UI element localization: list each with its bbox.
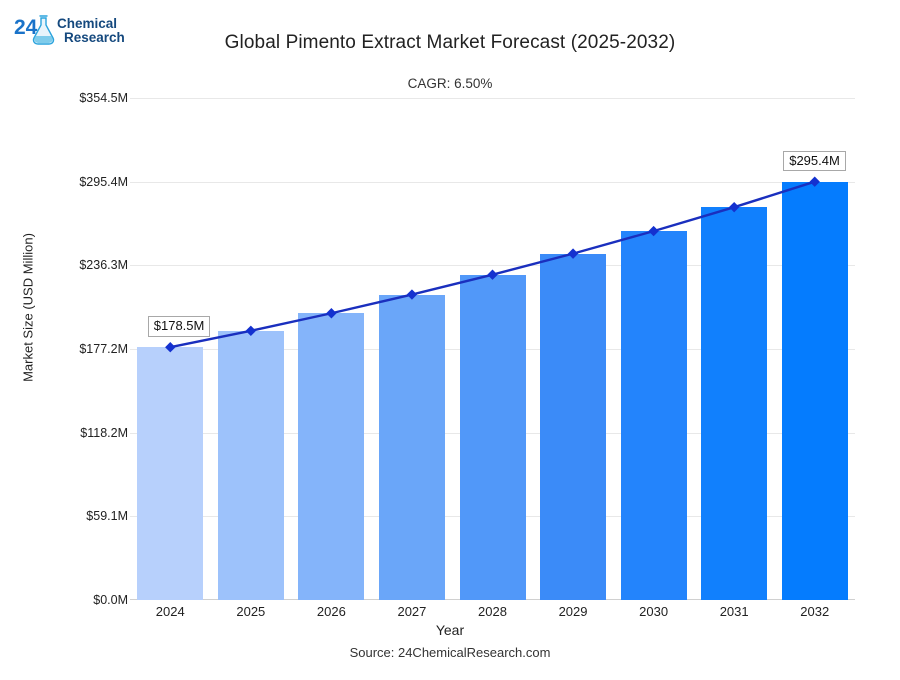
x-axis-tick-2024: 2024 <box>155 604 185 619</box>
gridline <box>130 181 855 183</box>
bar-2032[interactable] <box>781 181 848 600</box>
y-axis-tick-label: $177.2M <box>79 342 128 357</box>
line-marker-2028[interactable] <box>487 269 498 280</box>
line-marker-2027[interactable] <box>406 289 418 300</box>
line-marker-2026[interactable] <box>326 308 337 319</box>
svg-text:Chemical: Chemical <box>57 16 117 31</box>
gridline <box>130 98 855 99</box>
line-marker-2029[interactable] <box>567 248 579 259</box>
trend-line <box>170 180 816 349</box>
x-axis-tick-2032: 2032 <box>800 604 830 619</box>
y-axis-ticks: $0.0M $59.1M $118.2M $177.2M $236.3M $295.4M $… <box>0 91 128 607</box>
bar-2031[interactable] <box>701 207 768 600</box>
brand-logo: 24 Chemical Research <box>14 12 124 50</box>
line-marker-2030[interactable] <box>648 225 659 237</box>
line-marker-2031[interactable] <box>728 201 740 213</box>
y-axis-tick-label: $236.3M <box>79 258 128 273</box>
x-axis-tick-2030: 2030 <box>639 604 669 619</box>
chart-subtitle-cagr: CAGR: 6.50% <box>407 76 493 91</box>
y-axis-tick-label: $354.5M <box>79 91 128 105</box>
chart-title: Global Pimento Extract Market Forecast (… <box>224 32 676 53</box>
line-marker-2024[interactable] <box>165 342 176 353</box>
line-marker-2025[interactable] <box>245 325 257 337</box>
logo-flask-icon: 24 Chemical Research <box>14 15 124 45</box>
bar-2025[interactable] <box>217 330 284 600</box>
line-marker-2032[interactable] <box>809 176 820 187</box>
y-axis-tick-label: $0.0M <box>93 593 128 607</box>
svg-text:Research: Research <box>64 30 124 45</box>
bar-2028[interactable] <box>459 274 526 600</box>
x-axis-tick-2027: 2027 <box>397 604 427 619</box>
bar-2027[interactable] <box>378 294 445 600</box>
x-axis-tick-2029: 2029 <box>558 604 588 619</box>
source-note: Source: 24ChemicalResearch.com <box>349 645 551 660</box>
x-axis-tick-2026: 2026 <box>316 604 346 619</box>
x-axis-title: Year <box>435 622 465 638</box>
y-axis-tick-label: $295.4M <box>79 174 128 189</box>
bar-2026[interactable] <box>298 313 365 600</box>
gridline <box>130 265 855 267</box>
trend-line-series <box>165 176 820 353</box>
y-axis-tick-label: $59.1M <box>86 509 128 524</box>
bar-2030[interactable] <box>620 231 687 600</box>
data-label-2032: $295.4M <box>783 150 846 172</box>
svg-text:24: 24 <box>14 16 38 39</box>
plot-area <box>130 98 855 600</box>
y-axis-tick-label: $118.2M <box>80 425 128 440</box>
data-label-2024: $178.5M <box>147 316 211 337</box>
x-axis-tick-2031: 2031 <box>719 604 749 619</box>
bar-2024[interactable] <box>137 347 204 600</box>
x-axis-tick-2028: 2028 <box>478 604 507 619</box>
x-axis-tick-2025: 2025 <box>236 604 266 619</box>
bar-2029[interactable] <box>540 253 607 600</box>
